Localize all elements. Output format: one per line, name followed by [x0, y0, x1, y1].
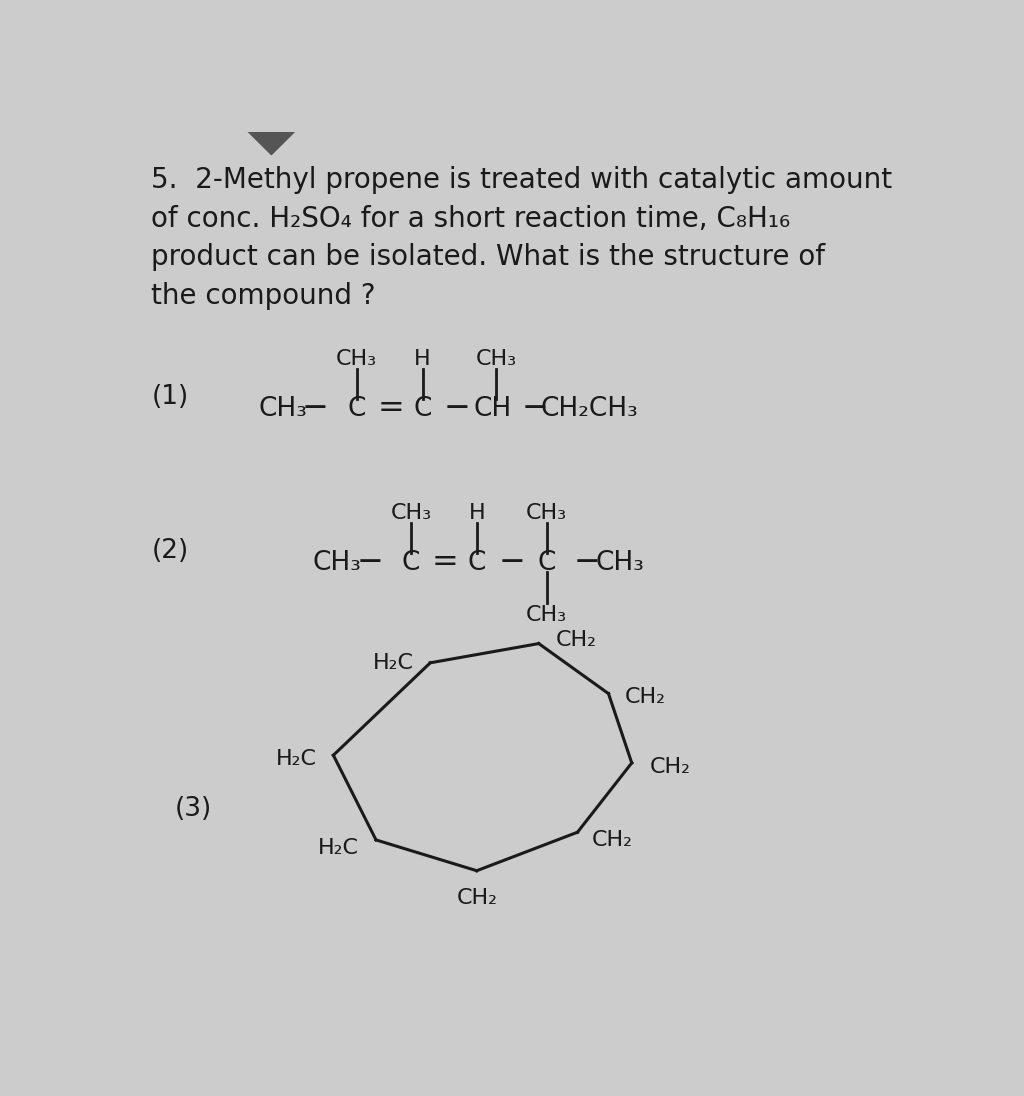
- Text: −: −: [444, 393, 471, 424]
- Text: (3): (3): [174, 796, 212, 822]
- Text: C: C: [468, 550, 486, 575]
- Text: (2): (2): [152, 538, 188, 564]
- Text: the compound ?: the compound ?: [152, 282, 376, 310]
- Text: C: C: [414, 396, 432, 422]
- Text: H: H: [468, 503, 485, 523]
- Text: CH₃: CH₃: [390, 503, 431, 523]
- Text: CH₂CH₃: CH₂CH₃: [541, 396, 638, 422]
- Text: of conc. H₂SO₄ for a short reaction time, C₈H₁₆: of conc. H₂SO₄ for a short reaction time…: [152, 205, 791, 232]
- Text: C: C: [401, 550, 420, 575]
- Text: (1): (1): [152, 385, 188, 410]
- Text: 5.  2-Methyl propene is treated with catalytic amount: 5. 2-Methyl propene is treated with cata…: [152, 167, 892, 194]
- Text: −: −: [302, 393, 329, 424]
- Text: −: −: [499, 547, 525, 579]
- Text: CH₂: CH₂: [626, 687, 667, 708]
- Text: CH₃: CH₃: [596, 550, 644, 575]
- Text: CH₂: CH₂: [592, 830, 633, 849]
- Text: CH: CH: [473, 396, 511, 422]
- Text: −: −: [573, 547, 600, 579]
- Polygon shape: [248, 132, 295, 155]
- Text: C: C: [538, 550, 556, 575]
- Text: CH₃: CH₃: [259, 396, 307, 422]
- Text: CH₃: CH₃: [526, 605, 567, 625]
- Text: H₂C: H₂C: [373, 653, 414, 673]
- Text: H: H: [414, 349, 431, 368]
- Text: CH₃: CH₃: [475, 349, 517, 368]
- Text: H₂C: H₂C: [318, 837, 359, 857]
- Text: =: =: [378, 393, 404, 424]
- Text: CH₃: CH₃: [336, 349, 377, 368]
- Text: CH₂: CH₂: [555, 630, 596, 650]
- Text: CH₂: CH₂: [650, 756, 691, 777]
- Text: −: −: [356, 547, 383, 579]
- Text: =: =: [431, 547, 459, 579]
- Text: CH₃: CH₃: [312, 550, 361, 575]
- Text: C: C: [347, 396, 366, 422]
- Text: product can be isolated. What is the structure of: product can be isolated. What is the str…: [152, 243, 825, 271]
- Text: −: −: [521, 393, 548, 424]
- Text: CH₂: CH₂: [457, 888, 498, 907]
- Text: CH₃: CH₃: [526, 503, 567, 523]
- Text: H₂C: H₂C: [275, 749, 316, 769]
